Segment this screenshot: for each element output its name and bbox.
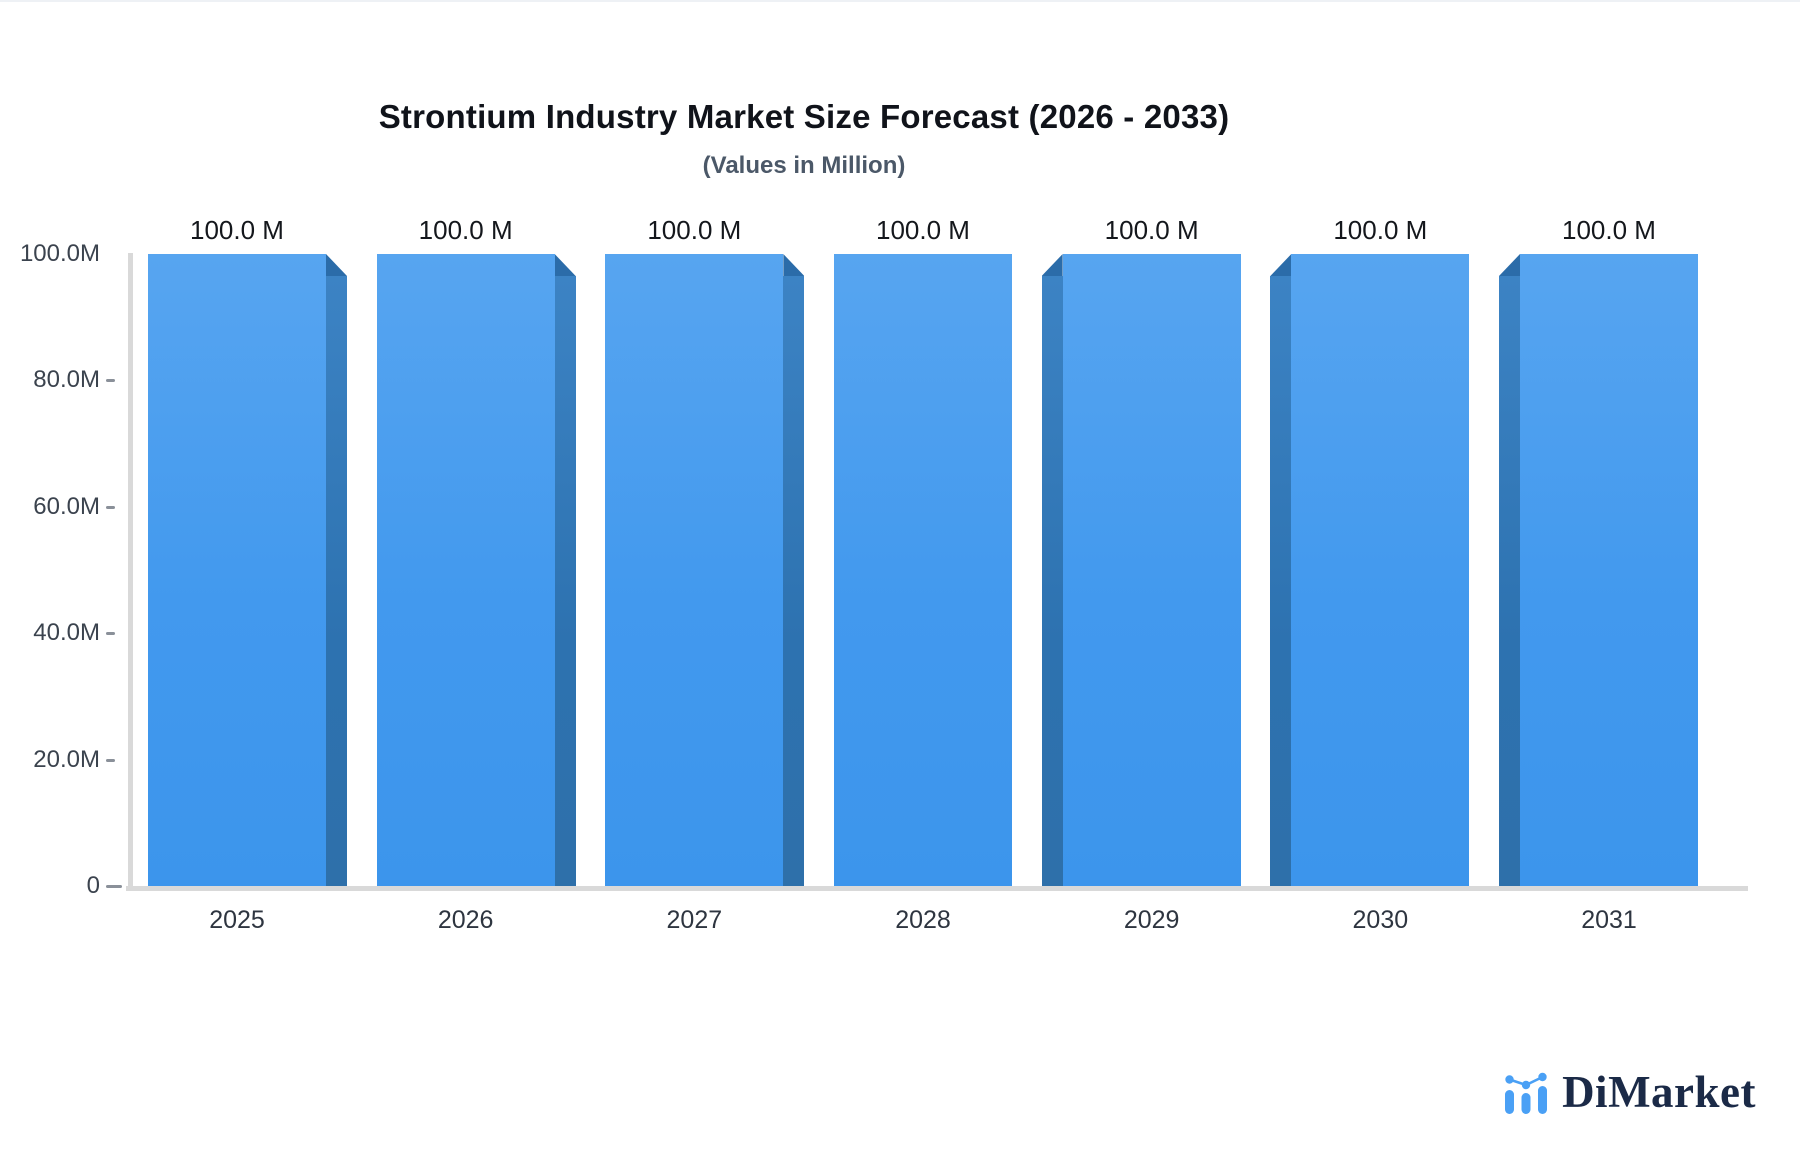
y-axis-tick	[106, 758, 115, 762]
y-axis-label: 20.0M	[33, 745, 100, 773]
bar-bevel	[326, 254, 347, 276]
bar-side	[326, 276, 347, 886]
x-axis-label: 2027	[666, 906, 723, 934]
bar-bevel	[554, 254, 576, 276]
bar-value-label: 100.0 M	[190, 215, 284, 245]
y-axis-line	[128, 253, 133, 891]
chart-subtitle: (Values in Million)	[702, 152, 906, 179]
bar-side	[1499, 276, 1520, 886]
bar-side	[1270, 276, 1292, 886]
bar-group: 100.0 M	[376, 215, 576, 886]
bar-side	[1041, 276, 1063, 886]
bar-bevel	[1499, 254, 1520, 276]
bar-value-label: 100.0 M	[647, 215, 742, 245]
x-axis-label: 2029	[1123, 906, 1180, 934]
y-axis-label: 40.0M	[33, 619, 100, 647]
x-axis-label: 2026	[437, 906, 494, 934]
bar-value-label: 100.0 M	[876, 215, 970, 245]
bar-group: 100.0 M	[1499, 215, 1698, 886]
bar-face	[376, 254, 555, 886]
x-axis-label: 2030	[1352, 906, 1409, 934]
bar-value-label: 100.0 M	[1104, 215, 1199, 245]
bar-value-label: 100.0 M	[418, 215, 513, 245]
bar-side	[783, 276, 805, 886]
y-axis-label: 100.0M	[19, 240, 100, 267]
bar-value-label: 100.0 M	[1562, 215, 1656, 245]
bar-group: 100.0 M	[605, 215, 805, 886]
y-axis-tick	[106, 632, 115, 636]
bar-bevel	[1041, 254, 1063, 276]
bar-bevel	[1270, 254, 1292, 276]
bar-face	[1291, 254, 1470, 886]
bar-group: 100.0 M	[148, 215, 347, 886]
y-axis-label: 80.0M	[33, 366, 100, 394]
dimarket-logo: DiMarket	[1502, 1066, 1756, 1118]
dimarket-logo-text: DiMarket	[1562, 1067, 1756, 1117]
bar-side	[554, 276, 576, 886]
bar-bevel	[783, 254, 805, 276]
x-axis-label: 2031	[1581, 906, 1637, 934]
bar-face	[605, 254, 784, 886]
bar-group: 100.0 M	[1041, 215, 1241, 886]
y-axis-tick	[106, 379, 115, 383]
bar-value-label: 100.0 M	[1333, 215, 1428, 245]
y-axis-label: 60.0M	[33, 492, 100, 520]
x-axis-label: 2025	[209, 906, 265, 934]
x-axis-label: 2028	[895, 906, 951, 934]
y-axis-label: 0	[86, 872, 100, 899]
bar-face	[1062, 254, 1241, 886]
bar-face	[834, 254, 1012, 886]
bar-line-chart-icon	[1505, 1072, 1548, 1114]
bar-face	[1520, 254, 1698, 886]
y-axis-tick	[106, 885, 122, 888]
x-axis-line	[126, 886, 1748, 891]
y-axis-tick	[106, 505, 115, 509]
bar-group: 100.0 M	[1270, 215, 1470, 886]
chart-title: Strontium Industry Market Size Forecast …	[378, 98, 1230, 135]
bar-face	[148, 254, 326, 886]
bar-group: 100.0 M	[834, 215, 1012, 886]
